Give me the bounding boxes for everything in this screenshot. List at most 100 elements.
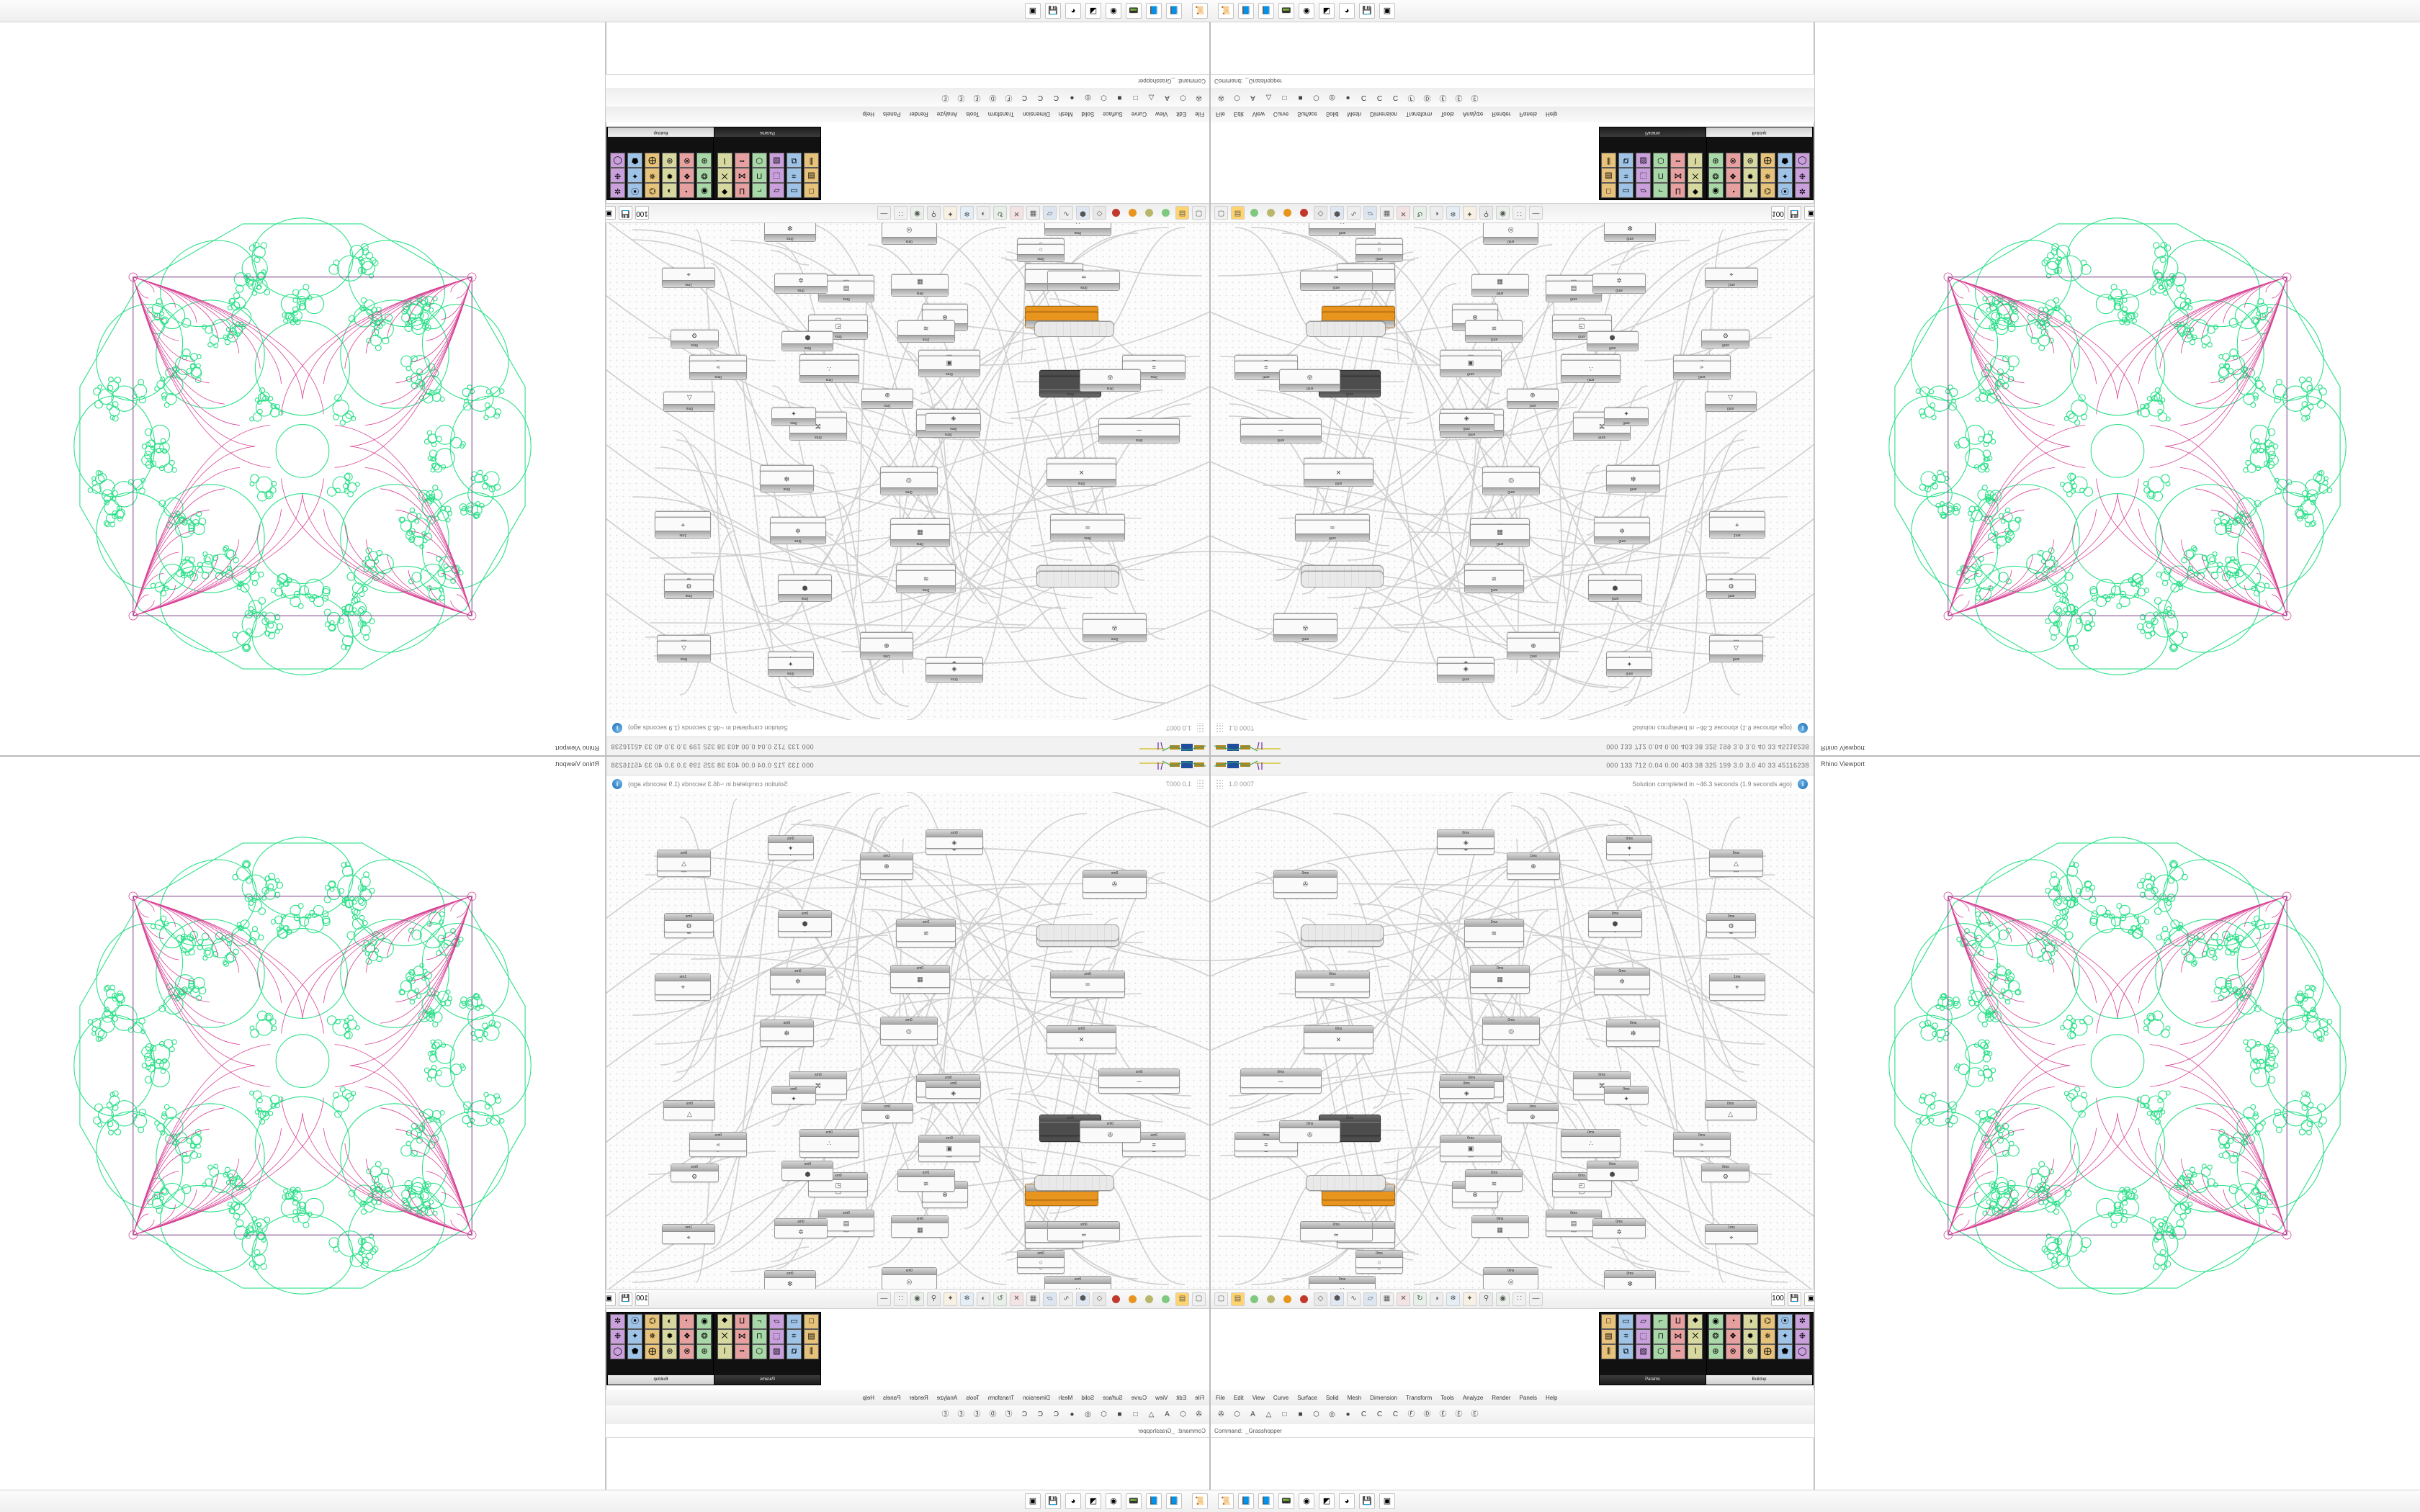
params-swatch-green[interactable] [1247,1292,1261,1306]
photo-icon[interactable]: ◩ [1319,1493,1335,1509]
history-scroll-icon[interactable]: 📜 [1218,3,1234,19]
slider-track[interactable] [1307,1176,1386,1190]
palette-component-icon[interactable]: ⬚ [768,168,784,183]
menu-item-curve[interactable]: Curve [1273,111,1289,118]
command-input-value[interactable]: _Grasshopper [1245,78,1282,85]
palette-component-icon[interactable]: ▤ [804,1329,819,1344]
rhino-tool-icon-16[interactable]: Ⓔ [1471,1410,1479,1418]
menu-item-transform[interactable]: Transform [1405,1394,1433,1401]
grasshopper-component-palette[interactable]: Params Buildup □ ▭ ▱ ⌐ ⨿ ⯁ ▤ ⌗ ⬚ ⊓ ⋈ ⨉ ⫼ ⧉ ▧ ⬡ ┅ ⌇ ◉ ◔ ◑ ⌬ ⦿ ✲ ❂ ❖ ✹… [1599,127,1814,200]
mesh-icon[interactable]: ▦ [1380,1292,1394,1306]
palette-component-icon[interactable]: ⬡ [1653,153,1669,168]
menu-item-file[interactable]: File [1216,111,1225,118]
slider-track[interactable] [1034,322,1113,336]
palette-component-icon[interactable]: ⨉ [717,168,732,183]
gh-component[interactable] [1036,924,1119,941]
gh-component[interactable]: 2ms ≋ [1465,1169,1523,1192]
rhino-tool-icon-0[interactable]: ✇ [1196,94,1202,102]
dash-icon[interactable]: — [1529,1292,1543,1306]
palette-component-icon[interactable]: ⊗ [1725,1344,1741,1359]
weaverbird-icon[interactable]: ✦ [944,206,957,220]
rhino-viewport[interactable]: Rhino Viewport▤▦ [0,756,606,1512]
gh-component[interactable]: 0ms ≈ [1672,1132,1731,1152]
copy-pages-icon[interactable]: 📘 [1166,3,1182,19]
gh-component[interactable]: 0ms ✇ [1279,369,1341,392]
menu-item-render[interactable]: Render [1492,1394,1511,1401]
copy-pages-2-icon[interactable]: 📘 [1146,3,1162,19]
maths-swatch-red[interactable] [1297,207,1311,220]
palette-component-icon[interactable]: ▭ [1618,183,1634,198]
floppy-save-icon[interactable]: 💾 [1359,1493,1375,1509]
gh-component[interactable]: 0ms ≈ [689,360,748,380]
display-icon[interactable]: ◑ [977,206,990,220]
new-file-icon[interactable]: ▢ [1214,206,1228,220]
gh-component[interactable]: 0ms ❇ [763,1270,816,1289]
palette-component-icon[interactable]: ⊓ [751,1329,767,1344]
rhino-tool-icon-14[interactable]: Ⓔ [1439,94,1447,102]
red-seal-icon[interactable]: ◉ [1299,1493,1314,1509]
gh-component[interactable]: 0ms ✲ [1594,968,1650,989]
palette-component-icon[interactable]: ⌇ [1688,153,1703,168]
vector-icon[interactable]: ⬢ [1330,206,1344,220]
gh-component[interactable]: 0ms ✦ [1606,835,1653,855]
gh-component[interactable]: 0ms ◈ [925,829,983,850]
palette-component-icon[interactable]: ◑ [662,183,678,198]
grasshopper-toolbar[interactable]: ▢ ▤ ◇ ⬢ ∿ ▱ ▦ ✕ ↻ ◑ ❄ ✦ ⚲ ◉ ∷ —100 💾 ▣ [1210,1289,1822,1309]
menu-item-analyze[interactable]: Analyze [936,1394,958,1401]
menu-item-surface[interactable]: Surface [1297,111,1317,118]
intersect-icon[interactable]: ✕ [1010,206,1023,220]
gh-component[interactable]: 0ms ○ [1355,244,1404,262]
palette-tab-strip[interactable]: Params Buildup [607,1375,820,1385]
surface-icon[interactable]: ▱ [1043,206,1057,220]
rhino-tool-icon-10[interactable]: C [1037,1410,1044,1418]
palette-component-icon[interactable]: ⋈ [1670,168,1686,183]
palette-component-icon[interactable]: ◯ [610,153,626,168]
palette-tab-buildup[interactable]: Buildup [1706,1375,1813,1385]
rhino-tool-icon-5[interactable]: ■ [1298,94,1303,102]
rhino-tool-icon-10[interactable]: C [1376,94,1383,102]
menu-item-edit[interactable]: Edit [1233,1394,1244,1401]
menu-item-view[interactable]: View [1155,111,1168,118]
palette-component-icon[interactable]: ✹ [1742,1329,1758,1344]
gh-component[interactable]: 2ms ≋ [1464,570,1524,593]
palette-component-icon[interactable]: ⫼ [804,1344,819,1359]
gh-component[interactable]: 1ms ⌖ [655,517,711,539]
copy-pages-2-icon[interactable]: 📘 [1258,1493,1274,1509]
palette-component-icon[interactable]: ⨿ [1670,183,1686,198]
transform-icon[interactable]: ↻ [993,206,1007,220]
palette-component-icon[interactable]: ⬡ [1653,1344,1669,1359]
menu-item-edit[interactable]: Edit [1176,111,1187,118]
gh-component[interactable]: 0ms ─ [1240,1068,1322,1089]
gh-component[interactable]: 0ms ⚙ [1701,329,1750,348]
menu-item-view[interactable]: View [1155,1394,1168,1401]
palette-component-icon[interactable]: ✲ [1794,1314,1810,1329]
display-icon[interactable]: ◑ [1430,206,1443,220]
new-file-icon[interactable]: ▢ [1192,206,1206,220]
gh-component[interactable]: 0ms ─ [1240,423,1322,444]
grasshopper-canvas[interactable]: 0ms ✇ 0ms ✇ 0ms ◈ 0ms ◈ 1ms ⊕ [606,792,1210,1289]
menu-item-dimension[interactable]: Dimension [1023,111,1050,118]
photo-icon[interactable]: ◩ [1085,3,1101,19]
rhino-tool-icon-11[interactable]: C [1392,94,1399,102]
gh-component[interactable]: 0ms ∴ [799,360,859,383]
menu-item-mesh[interactable]: Mesh [1058,111,1073,118]
gh-component[interactable]: 0ms ✲ [774,273,828,294]
gh-component[interactable]: 0ms △ [657,641,711,662]
grasshopper-component-palette[interactable]: Params Buildup □ ▭ ▱ ⌐ ⨿ ⯁ ▤ ⌗ ⬚ ⊓ ⋈ ⨉ ⫼ ⧉ ▧ ⬡ ┅ ⌇ ◉ ◔ ◑ ⌬ ⦿ ✲ ❂ ❖ ✹… [606,127,821,200]
palette-component-icon[interactable]: ◯ [1794,153,1810,168]
palette-tab-params[interactable]: Params [1600,127,1706,137]
menu-item-dimension[interactable]: Dimension [1023,1394,1050,1401]
globe-icon[interactable]: ◕ [1339,1493,1355,1509]
rhino-tool-icon-1[interactable]: ⬡ [1180,94,1186,102]
gh-component[interactable] [1036,571,1119,588]
palette-component-icon[interactable]: ❖ [1725,168,1741,183]
palette-component-icon[interactable]: ✹ [662,1329,678,1344]
gh-component[interactable]: 0ms ◎ [1483,1267,1539,1289]
gh-component[interactable]: 0ms ≃ [1294,520,1371,541]
mesh-icon[interactable]: ▦ [1026,206,1040,220]
params-swatch-olive[interactable] [1142,1292,1156,1306]
open-file-icon[interactable]: ▤ [1175,1292,1189,1306]
menu-item-file[interactable]: File [1216,1394,1225,1401]
copy-pages-2-icon[interactable]: 📘 [1258,3,1274,19]
sets-icon[interactable]: ◇ [1314,206,1327,220]
